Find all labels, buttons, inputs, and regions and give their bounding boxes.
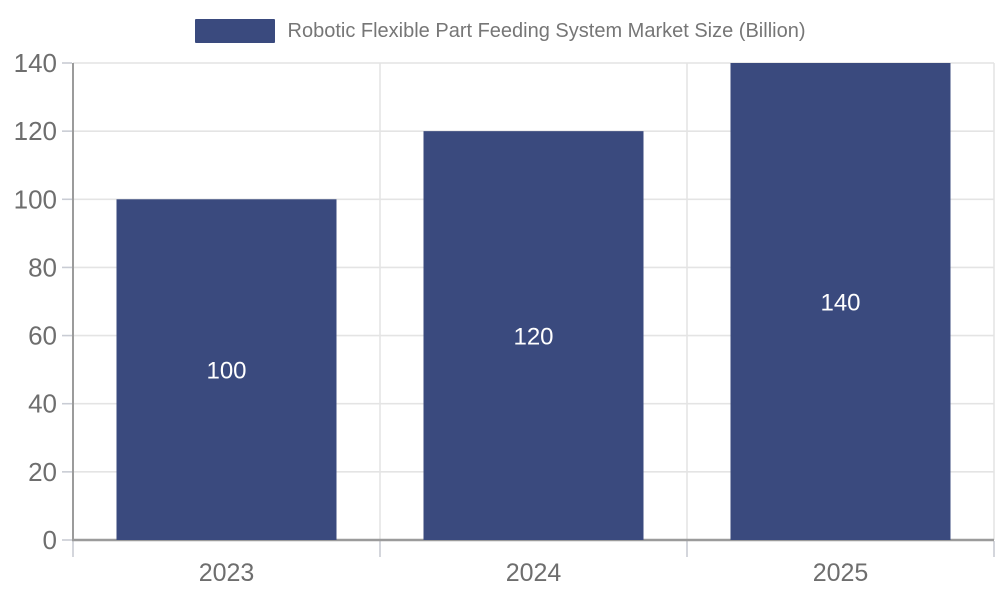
legend-item[interactable]: Robotic Flexible Part Feeding System Mar…	[194, 17, 806, 45]
bar-value-label: 120	[513, 324, 553, 351]
bar	[730, 63, 951, 540]
y-axis-tick-label: 20	[28, 457, 57, 487]
y-axis-tick-label: 140	[14, 48, 57, 78]
bar-value-label: 140	[820, 290, 860, 317]
y-axis-tick-label: 0	[43, 525, 57, 555]
x-axis-category-label: 2023	[199, 559, 255, 587]
bar	[116, 199, 337, 541]
x-axis-category-label: 2024	[506, 559, 562, 587]
legend: Robotic Flexible Part Feeding System Mar…	[0, 17, 1000, 45]
bar-value-label: 100	[206, 358, 246, 385]
x-axis-category-label: 2025	[813, 559, 869, 587]
y-axis-tick-label: 120	[14, 116, 57, 146]
y-axis-tick-label: 60	[28, 321, 57, 351]
bar	[423, 131, 644, 540]
legend-swatch	[194, 19, 275, 43]
legend-label: Robotic Flexible Part Feeding System Mar…	[287, 20, 806, 42]
y-axis-tick-label: 40	[28, 389, 57, 419]
y-axis-tick-label: 80	[28, 252, 57, 282]
y-axis-tick-label: 100	[14, 184, 57, 214]
